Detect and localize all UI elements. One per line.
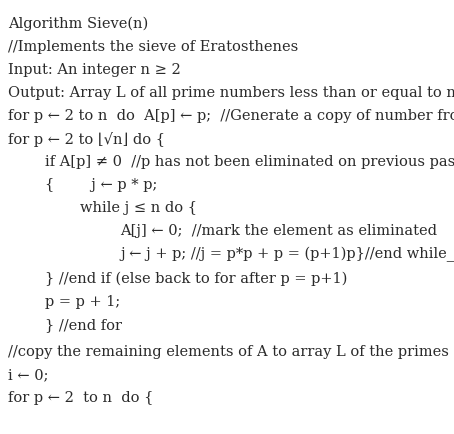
Text: //Implements the sieve of Eratosthenes: //Implements the sieve of Eratosthenes: [8, 40, 298, 54]
Text: p = p + 1;: p = p + 1;: [45, 294, 120, 308]
Text: while j ≤ n do {: while j ≤ n do {: [80, 201, 197, 214]
Text: } //end for: } //end for: [45, 317, 122, 331]
Text: //copy the remaining elements of A to array L of the primes: //copy the remaining elements of A to ar…: [8, 344, 449, 358]
Text: i ← 0;: i ← 0;: [8, 367, 49, 381]
Text: for p ← 2 to ⌊√n⌋ do {: for p ← 2 to ⌊√n⌋ do {: [8, 132, 165, 147]
Text: for p ← 2 to n  do  A[p] ← p;  //Generate a copy of number from 2 on.: for p ← 2 to n do A[p] ← p; //Generate a…: [8, 109, 454, 123]
Text: j ← j + p; //j = p*p + p = (p+1)p}//end while_do: j ← j + p; //j = p*p + p = (p+1)p}//end …: [120, 247, 454, 262]
Text: {        j ← p * p;: { j ← p * p;: [45, 178, 158, 191]
Text: for p ← 2  to n  do {: for p ← 2 to n do {: [8, 390, 153, 404]
Text: Input: An integer n ≥ 2: Input: An integer n ≥ 2: [8, 63, 181, 77]
Text: Output: Array L of all prime numbers less than or equal to n: Output: Array L of all prime numbers les…: [8, 86, 454, 100]
Text: if A[p] ≠ 0  //p has not been eliminated on previous passes: if A[p] ≠ 0 //p has not been eliminated …: [45, 155, 454, 169]
Text: A[j] ← 0;  //mark the element as eliminated: A[j] ← 0; //mark the element as eliminat…: [120, 224, 437, 237]
Text: Algorithm Sieve(n): Algorithm Sieve(n): [8, 17, 148, 31]
Text: } //end if (else back to for after p = p+1): } //end if (else back to for after p = p…: [45, 271, 347, 286]
